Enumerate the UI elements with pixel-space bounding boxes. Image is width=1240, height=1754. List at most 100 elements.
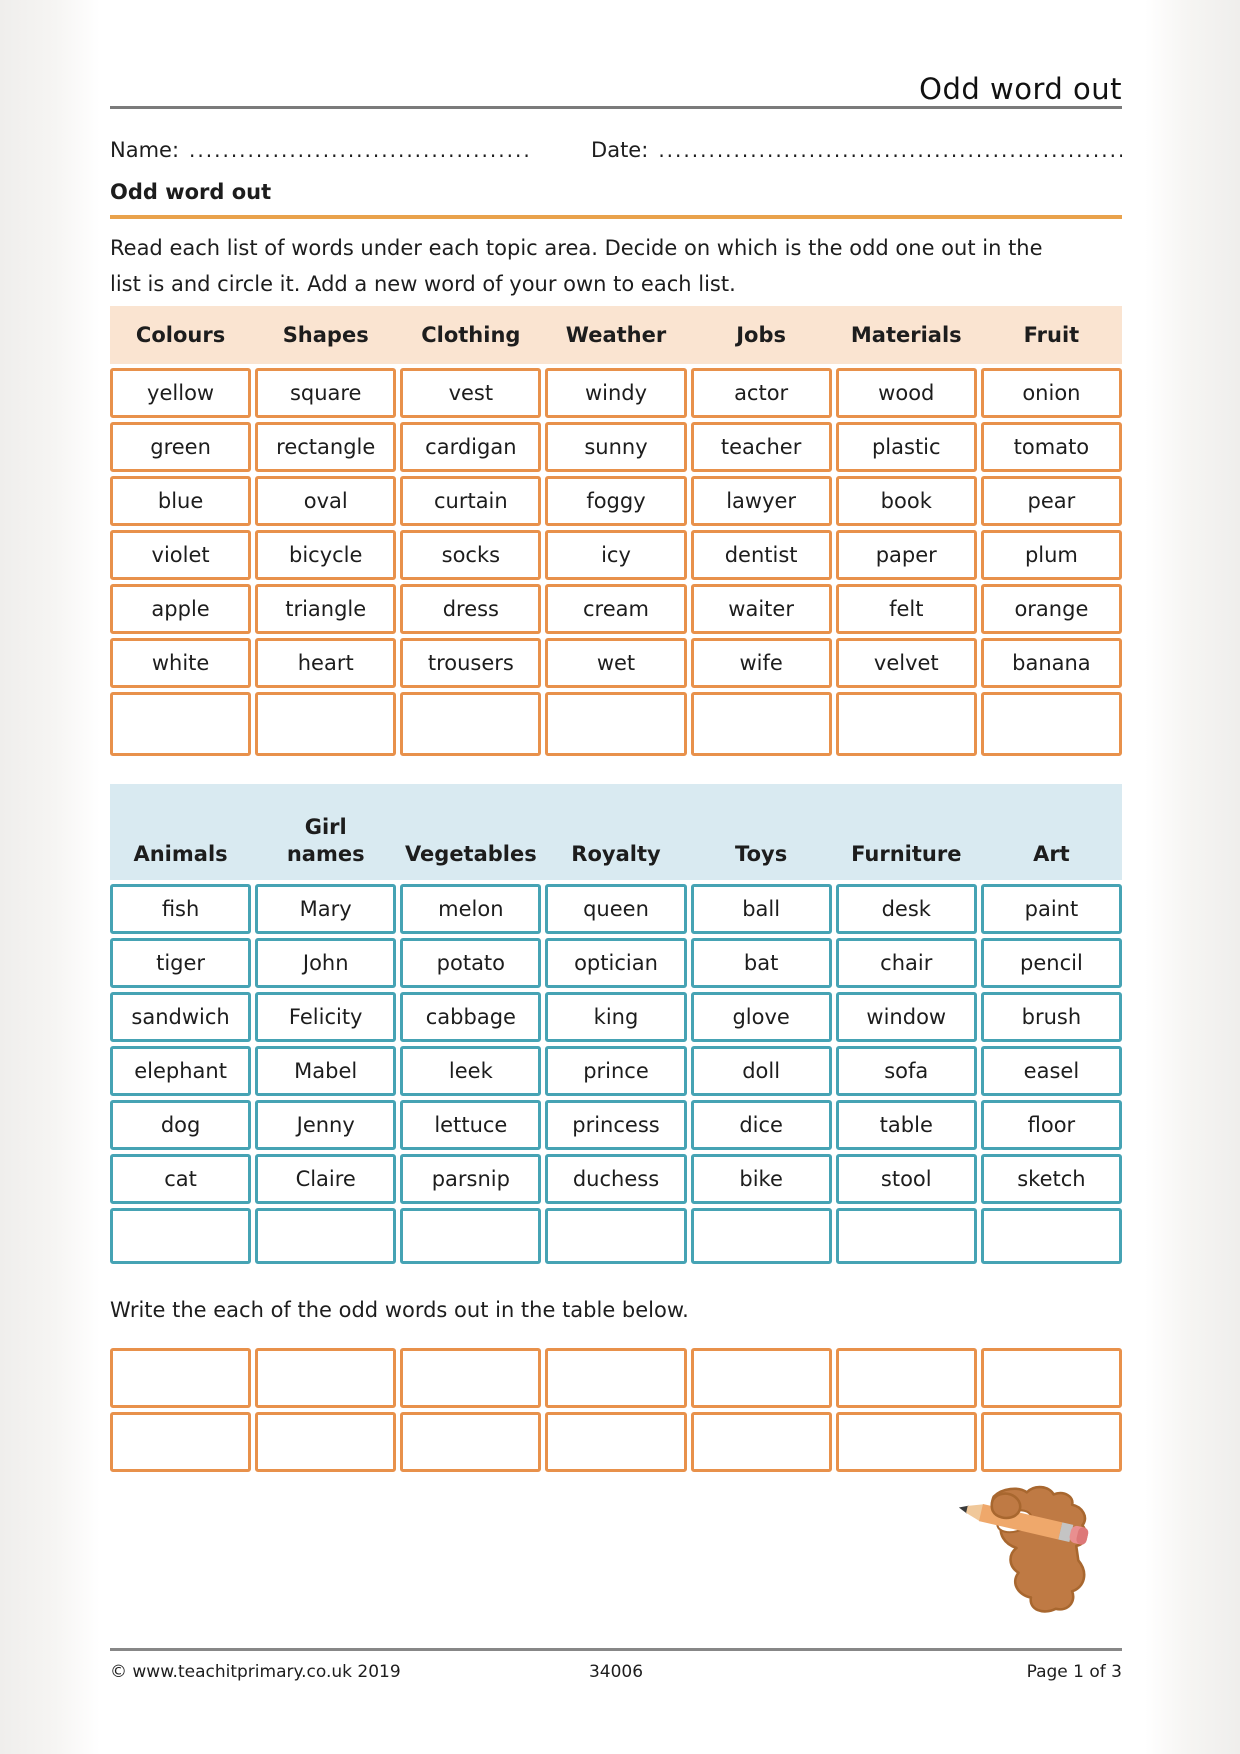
- footer: © www.teachitprimary.co.uk 2019 34006 Pa…: [110, 1660, 1122, 1684]
- footer-document-id: 34006: [588, 1662, 644, 1682]
- word-cell: icy: [545, 530, 687, 580]
- word-cell: Mabel: [255, 1046, 397, 1096]
- instructions-text: Read each list of words under each topic…: [110, 230, 1126, 302]
- blank-cell: [255, 692, 397, 756]
- word-cell: dice: [690, 1100, 832, 1150]
- footer-divider: [110, 1648, 1122, 1651]
- word-cell: John: [255, 938, 397, 988]
- word-cell: lawyer: [690, 476, 832, 526]
- blank-cell: [400, 692, 542, 756]
- word-cell: book: [835, 476, 977, 526]
- word-cell: chair: [835, 938, 977, 988]
- word-cell: dentist: [690, 530, 832, 580]
- topics-table-teal: Animals Girl names Vegetables Royalty Toys Fu…: [110, 784, 1122, 1264]
- word-cell: Felicity: [255, 992, 397, 1042]
- word-row: yellow square vest windy actor wood onion: [110, 368, 1122, 418]
- word-cell: socks: [400, 530, 542, 580]
- word-cell: Mary: [255, 884, 397, 934]
- word-cell: felt: [835, 584, 977, 634]
- column-header: Furniture: [851, 842, 962, 866]
- word-cell: doll: [690, 1046, 832, 1096]
- word-row: cat Claire parsnip duchess bike stool sketch: [110, 1154, 1122, 1204]
- word-cell: white: [110, 638, 252, 688]
- word-cell: tiger: [110, 938, 252, 988]
- column-header: Vegetables: [404, 842, 537, 866]
- word-cell: apple: [110, 584, 252, 634]
- document-title: Odd word out: [919, 72, 1122, 106]
- word-row: violet bicycle socks icy dentist paper plum: [110, 530, 1122, 580]
- name-dotted-line: ........................................…: [189, 138, 532, 162]
- word-cell: plastic: [835, 422, 977, 472]
- word-cell: pear: [980, 476, 1122, 526]
- word-cell: melon: [400, 884, 542, 934]
- date-label: Date:: [591, 138, 649, 162]
- date-dotted-line: ........................................…: [658, 138, 1122, 162]
- index-finger-over-pencil: [990, 1492, 1022, 1520]
- blank-cell: [545, 1412, 687, 1472]
- name-date-line: Name: ..................................…: [110, 136, 1122, 164]
- word-cell: curtain: [400, 476, 542, 526]
- answers-table-empty: [110, 1348, 1122, 1472]
- word-cell: cabbage: [400, 992, 542, 1042]
- word-row: apple triangle dress cream waiter felt orange: [110, 584, 1122, 634]
- blank-cell: [110, 1348, 252, 1408]
- instructions-line-2: list is and circle it. Add a new word of…: [110, 272, 736, 296]
- word-cell: bat: [690, 938, 832, 988]
- word-cell: wood: [835, 368, 977, 418]
- word-cell: velvet: [835, 638, 977, 688]
- word-cell: waiter: [690, 584, 832, 634]
- word-cell: sketch: [980, 1154, 1122, 1204]
- instructions-line-1: Read each list of words under each topic…: [110, 236, 1043, 260]
- column-header: Girl names: [286, 815, 365, 866]
- word-cell: Claire: [255, 1154, 397, 1204]
- word-cell: wet: [545, 638, 687, 688]
- word-cell: table: [835, 1100, 977, 1150]
- blank-cell: [400, 1412, 542, 1472]
- word-cell: cat: [110, 1154, 252, 1204]
- blank-cell: [835, 1208, 977, 1264]
- blank-cell: [255, 1412, 397, 1472]
- table-header-row: Colours Shapes Clothing Weather Jobs Material…: [110, 306, 1122, 364]
- word-row: green rectangle cardigan sunny teacher plasti…: [110, 422, 1122, 472]
- word-cell: sofa: [835, 1046, 977, 1096]
- title-divider: [110, 106, 1122, 109]
- blank-cell: [545, 1208, 687, 1264]
- word-cell: potato: [400, 938, 542, 988]
- word-row: tiger John potato optician bat chair pencil: [110, 938, 1122, 988]
- word-cell: easel: [980, 1046, 1122, 1096]
- word-row: blue oval curtain foggy lawyer book pear: [110, 476, 1122, 526]
- blank-cell: [400, 1348, 542, 1408]
- word-cell: floor: [980, 1100, 1122, 1150]
- word-row: sandwich Felicity cabbage king glove window br…: [110, 992, 1122, 1042]
- word-cell: banana: [980, 638, 1122, 688]
- word-cell: windy: [545, 368, 687, 418]
- word-cell: fish: [110, 884, 252, 934]
- blank-cell: [835, 1348, 977, 1408]
- word-row: fish Mary melon queen ball desk paint: [110, 884, 1122, 934]
- blank-answer-row: [110, 1412, 1122, 1472]
- blank-cell: [110, 1208, 252, 1264]
- word-cell: rectangle: [255, 422, 397, 472]
- word-cell: wife: [690, 638, 832, 688]
- blank-cell: [835, 692, 977, 756]
- word-cell: sunny: [545, 422, 687, 472]
- word-cell: princess: [545, 1100, 687, 1150]
- word-cell: bike: [690, 1154, 832, 1204]
- blank-answer-row: [110, 1208, 1122, 1264]
- word-cell: window: [835, 992, 977, 1042]
- blank-cell: [980, 1412, 1122, 1472]
- blank-cell: [110, 692, 252, 756]
- blank-cell: [690, 1208, 832, 1264]
- word-cell: sandwich: [110, 992, 252, 1042]
- footer-page-number: Page 1 of 3: [1026, 1662, 1122, 1682]
- blank-cell: [545, 1348, 687, 1408]
- column-header: Weather: [565, 322, 667, 347]
- word-cell: triangle: [255, 584, 397, 634]
- word-cell: blue: [110, 476, 252, 526]
- word-cell: lettuce: [400, 1100, 542, 1150]
- column-header: Fruit: [1023, 322, 1080, 347]
- word-cell: optician: [545, 938, 687, 988]
- word-row: dog Jenny lettuce princess dice table floor: [110, 1100, 1122, 1150]
- word-cell: square: [255, 368, 397, 418]
- footer-copyright: © www.teachitprimary.co.uk 2019: [110, 1662, 401, 1682]
